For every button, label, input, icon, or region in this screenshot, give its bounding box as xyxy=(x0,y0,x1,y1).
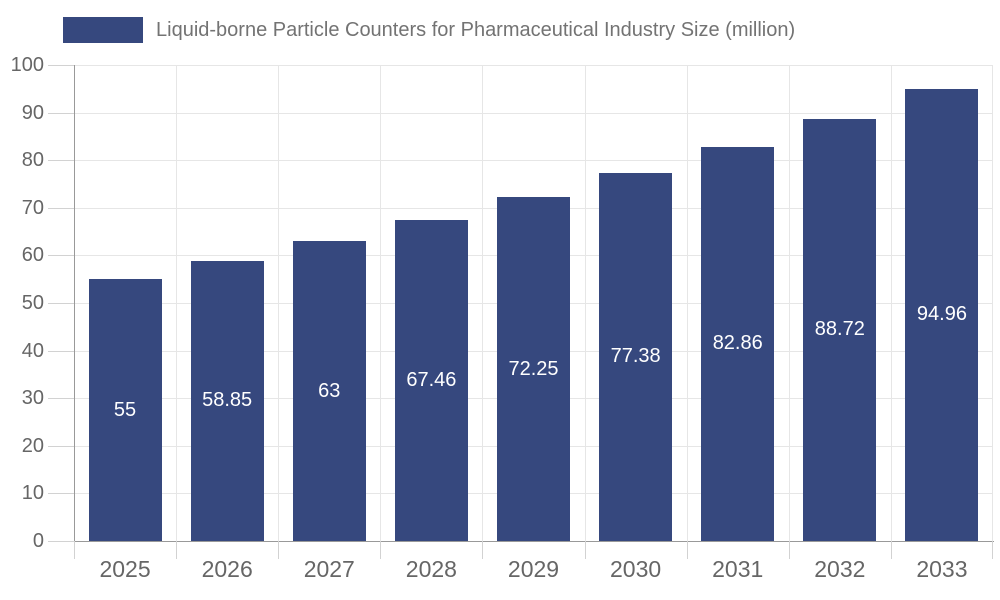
x-tick-label: 2033 xyxy=(916,556,968,582)
v-gridline xyxy=(686,65,688,541)
y-tick-label: 10 xyxy=(21,482,44,505)
bar-value-label: 77.38 xyxy=(610,345,661,368)
v-gridline xyxy=(176,65,178,541)
bar-value-label: 58.85 xyxy=(202,389,253,412)
bar: 67.46 xyxy=(394,219,468,541)
x-tick-label: 2029 xyxy=(507,556,560,582)
x-axis-line xyxy=(74,541,994,542)
plot-area: 55 58.85 63 67.46 72.25 77.38 82.86 88.72 94.96 xyxy=(74,65,993,541)
y-tick xyxy=(48,112,74,114)
bar: 88.72 xyxy=(803,118,877,541)
y-tick xyxy=(48,493,74,495)
bar: 63 xyxy=(292,241,366,541)
legend-swatch-icon xyxy=(63,17,143,43)
y-tick-label: 90 xyxy=(21,101,44,124)
x-tick xyxy=(992,541,993,559)
y-tick xyxy=(48,350,74,352)
bar: 58.85 xyxy=(190,260,264,541)
v-gridline xyxy=(380,65,382,541)
bar: 77.38 xyxy=(599,172,673,541)
bar-value-label: 88.72 xyxy=(814,318,865,341)
bar-value-label: 55 xyxy=(113,398,137,421)
v-gridline xyxy=(992,65,993,541)
x-tick-label: 2026 xyxy=(201,556,253,582)
y-tick xyxy=(48,303,74,304)
y-tick-label: 60 xyxy=(21,244,44,267)
x-tick-label: 2030 xyxy=(610,556,662,582)
x-tick xyxy=(584,541,586,559)
bar-value-label: 72.25 xyxy=(508,357,559,380)
y-tick xyxy=(48,445,74,447)
bar-value-label: 82.86 xyxy=(712,332,763,355)
y-tick xyxy=(48,207,74,209)
x-tick xyxy=(74,541,75,559)
y-tick-label: 100 xyxy=(10,54,44,76)
legend-label: Liquid-borne Particle Counters for Pharm… xyxy=(156,18,796,41)
x-tick xyxy=(278,541,280,559)
x-tick xyxy=(380,541,382,559)
v-gridline xyxy=(788,65,790,541)
y-tick-label: 0 xyxy=(32,530,44,552)
x-tick-label: 2032 xyxy=(814,556,866,582)
y-tick-label: 50 xyxy=(21,292,44,314)
bar-value-label: 67.46 xyxy=(406,368,457,391)
h-gridline xyxy=(74,65,993,66)
v-gridline xyxy=(482,65,484,541)
x-tick-label: 2031 xyxy=(712,556,764,582)
bar-value-label: 63 xyxy=(318,379,341,402)
y-tick-label: 70 xyxy=(21,196,44,219)
x-tick xyxy=(890,541,892,559)
bar: 94.96 xyxy=(905,88,979,541)
y-tick-label: 80 xyxy=(21,149,44,172)
y-tick xyxy=(48,255,74,257)
h-gridline xyxy=(74,112,993,114)
x-tick-label: 2028 xyxy=(405,556,457,582)
y-tick-label: 20 xyxy=(21,434,44,457)
bar: 55 xyxy=(88,279,162,541)
y-tick xyxy=(48,65,74,66)
x-tick xyxy=(482,541,484,559)
y-tick xyxy=(48,398,74,400)
h-gridline xyxy=(74,160,993,162)
y-tick xyxy=(48,541,74,542)
y-tick-label: 40 xyxy=(21,339,44,362)
x-tick-label: 2025 xyxy=(99,556,151,582)
v-gridline xyxy=(278,65,280,541)
v-gridline xyxy=(890,65,892,541)
x-tick xyxy=(686,541,688,559)
x-tick xyxy=(788,541,790,559)
v-gridline xyxy=(584,65,586,541)
bar-value-label: 94.96 xyxy=(916,303,967,326)
y-axis-line xyxy=(74,65,75,559)
bar: 82.86 xyxy=(701,146,775,541)
x-tick-label: 2027 xyxy=(303,556,355,582)
y-tick xyxy=(48,160,74,162)
y-tick-label: 30 xyxy=(21,387,44,410)
x-tick xyxy=(176,541,178,559)
bar: 72.25 xyxy=(497,197,570,541)
legend-item[interactable]: Liquid-borne Particle Counters for Pharm… xyxy=(63,17,795,43)
